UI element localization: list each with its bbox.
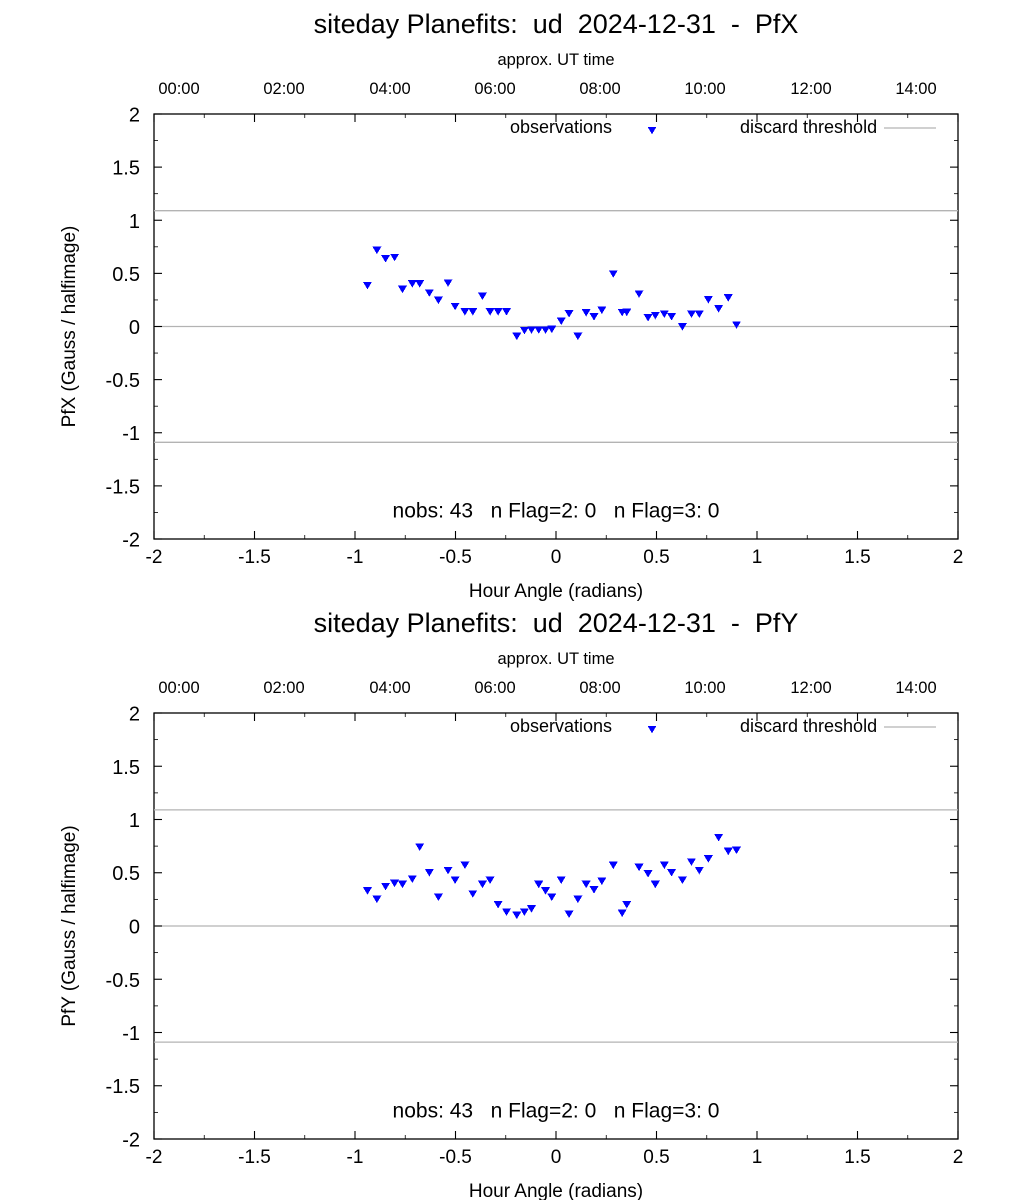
svg-text:siteday Planefits: ud 2024-1: siteday Planefits: ud 2024-12-31 - PfY: [314, 608, 799, 638]
svg-text:PfX (Gauss / halfimage): PfX (Gauss / halfimage): [59, 226, 80, 428]
svg-text:-1: -1: [347, 547, 364, 568]
svg-text:2: 2: [953, 1147, 964, 1168]
svg-text:1: 1: [752, 547, 763, 568]
svg-text:0.5: 0.5: [112, 863, 140, 885]
svg-text:08:00: 08:00: [579, 80, 620, 98]
svg-text:04:00: 04:00: [369, 679, 410, 697]
svg-text:2: 2: [129, 105, 140, 127]
svg-text:12:00: 12:00: [790, 679, 831, 697]
svg-text:discard threshold: discard threshold: [740, 716, 877, 736]
svg-text:nobs: 43 n Flag=2: 0 n Fla: nobs: 43 n Flag=2: 0 n Flag=3: 0: [393, 1100, 720, 1123]
svg-text:siteday Planefits: ud 2024-1: siteday Planefits: ud 2024-12-31 - PfX: [314, 9, 799, 39]
svg-text:1: 1: [129, 810, 140, 832]
svg-text:-0.5: -0.5: [106, 370, 140, 392]
svg-text:0.5: 0.5: [112, 264, 140, 286]
svg-text:0.5: 0.5: [643, 547, 669, 568]
svg-text:1: 1: [129, 211, 140, 233]
svg-text:Hour Angle (radians): Hour Angle (radians): [469, 1181, 643, 1200]
svg-text:10:00: 10:00: [684, 679, 725, 697]
svg-text:1.5: 1.5: [844, 547, 870, 568]
svg-text:-2: -2: [122, 1130, 140, 1152]
svg-text:10:00: 10:00: [684, 80, 725, 98]
svg-text:Hour Angle (radians): Hour Angle (radians): [469, 581, 643, 602]
svg-text:06:00: 06:00: [474, 80, 515, 98]
svg-text:observations: observations: [510, 117, 612, 137]
svg-text:02:00: 02:00: [263, 679, 304, 697]
svg-text:02:00: 02:00: [263, 80, 304, 98]
svg-text:PfY (Gauss / halfimage): PfY (Gauss / halfimage): [59, 825, 80, 1026]
svg-text:0: 0: [551, 547, 562, 568]
svg-text:-2: -2: [146, 547, 163, 568]
svg-text:-1: -1: [122, 1023, 140, 1045]
svg-text:-1.5: -1.5: [238, 1147, 271, 1168]
svg-text:-0.5: -0.5: [439, 547, 472, 568]
svg-text:-2: -2: [122, 530, 140, 552]
svg-text:2: 2: [129, 704, 140, 726]
svg-text:08:00: 08:00: [579, 679, 620, 697]
svg-text:observations: observations: [510, 716, 612, 736]
svg-text:-1: -1: [122, 423, 140, 445]
svg-text:00:00: 00:00: [158, 80, 199, 98]
svg-text:12:00: 12:00: [790, 80, 831, 98]
svg-text:-1.5: -1.5: [238, 547, 271, 568]
svg-text:-0.5: -0.5: [106, 970, 140, 992]
svg-text:-1: -1: [347, 1147, 364, 1168]
svg-text:approx. UT time: approx. UT time: [497, 51, 614, 69]
svg-text:06:00: 06:00: [474, 679, 515, 697]
svg-text:0.5: 0.5: [643, 1147, 669, 1168]
svg-text:discard threshold: discard threshold: [740, 117, 877, 137]
svg-text:approx. UT time: approx. UT time: [497, 650, 614, 668]
svg-text:1.5: 1.5: [844, 1147, 870, 1168]
svg-text:-0.5: -0.5: [439, 1147, 472, 1168]
svg-text:14:00: 14:00: [895, 679, 936, 697]
svg-text:04:00: 04:00: [369, 80, 410, 98]
svg-text:0: 0: [129, 317, 140, 339]
svg-text:0: 0: [551, 1147, 562, 1168]
svg-text:-1.5: -1.5: [106, 476, 140, 498]
svg-text:1.5: 1.5: [112, 158, 140, 180]
svg-text:nobs: 43 n Flag=2: 0 n Fla: nobs: 43 n Flag=2: 0 n Flag=3: 0: [393, 500, 720, 523]
svg-text:1: 1: [752, 1147, 763, 1168]
svg-text:-2: -2: [146, 1147, 163, 1168]
svg-text:14:00: 14:00: [895, 80, 936, 98]
svg-text:-1.5: -1.5: [106, 1076, 140, 1098]
svg-text:2: 2: [953, 547, 964, 568]
svg-text:0: 0: [129, 917, 140, 939]
svg-text:00:00: 00:00: [158, 679, 199, 697]
svg-text:1.5: 1.5: [112, 757, 140, 779]
